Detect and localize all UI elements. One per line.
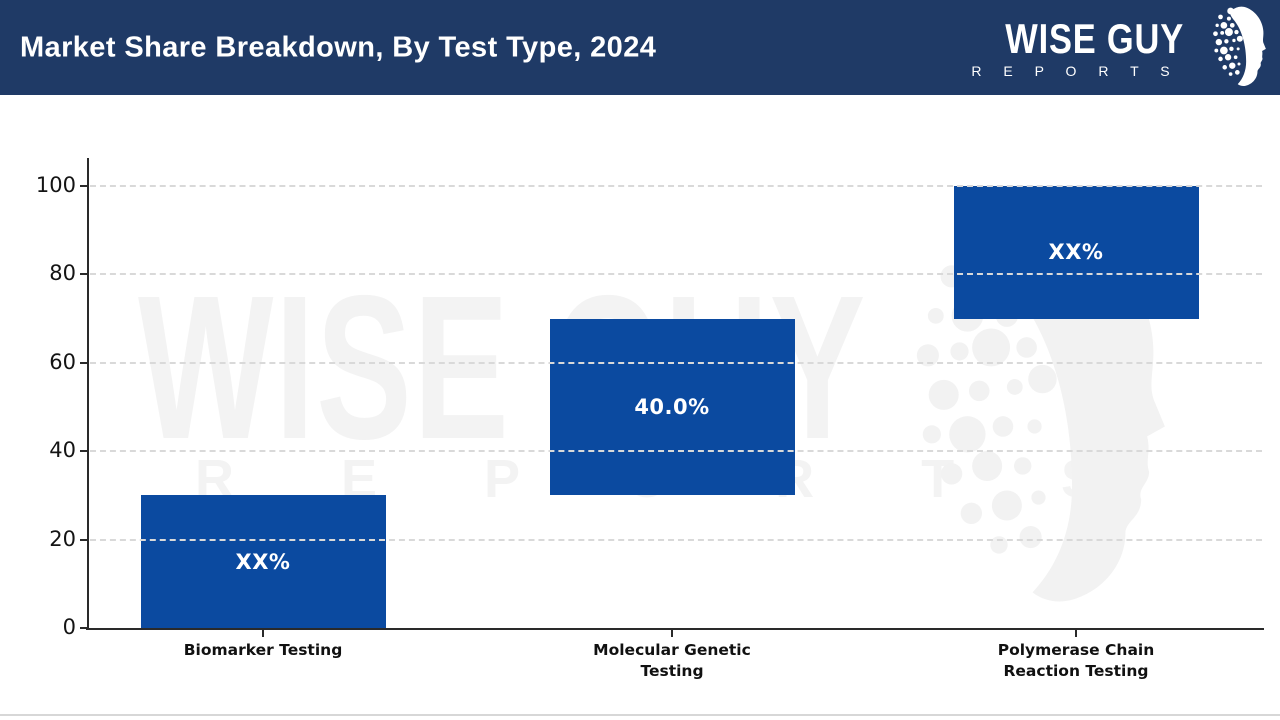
x-tick-mark	[1075, 630, 1077, 637]
y-tick-mark	[80, 361, 87, 364]
bar-segment: XX%	[140, 495, 386, 628]
x-category-label: Biomarker Testing	[183, 641, 343, 659]
y-tick-mark	[80, 538, 87, 541]
plot-area: 0 20 40 60 80 100 XX% Biomarker Testing 40.0% Mol…	[0, 95, 1280, 720]
x-tick-mark	[262, 630, 264, 637]
wise-guy-reports-logo: WISE GUY R E P O R T S	[971, 0, 1272, 95]
x-category-label: Polymerase Chain Reaction Testing	[997, 641, 1155, 680]
y-tick-mark	[80, 627, 87, 629]
gridline	[90, 538, 1262, 541]
bar-value-label: XX%	[1048, 240, 1104, 265]
gridline	[90, 185, 1262, 187]
y-tick-label: 80	[49, 261, 76, 286]
y-tick-mark	[80, 273, 87, 276]
x-axis-line	[86, 628, 1264, 630]
y-tick-label: 0	[62, 615, 76, 639]
x-tick-mark	[671, 630, 673, 637]
x-category-label: Molecular Genetic Testing	[593, 641, 751, 680]
bar-segment: XX%	[953, 186, 1199, 319]
header-band: Market Share Breakdown, By Test Type, 20…	[0, 0, 1280, 95]
chart-title: Market Share Breakdown, By Test Type, 20…	[20, 31, 657, 63]
logo-text: WISE GUY R E P O R T S	[966, 15, 1184, 80]
logo-subtitle: R E P O R T S	[971, 63, 1179, 79]
bar-value-label: 40.0%	[634, 394, 710, 419]
logo-wordmark: WISE GUY	[1005, 15, 1184, 62]
bar-value-label: XX%	[235, 549, 291, 574]
bar-segment: 40.0%	[549, 318, 795, 496]
y-tick-label: 20	[49, 526, 76, 551]
y-tick-label: 100	[35, 173, 76, 197]
y-tick-mark	[80, 450, 87, 453]
gridline	[90, 361, 1262, 364]
gridline	[90, 450, 1262, 453]
y-axis-line	[87, 158, 89, 629]
footer-divider	[0, 714, 1280, 716]
dotted-head-icon	[1213, 6, 1266, 87]
y-tick-label: 40	[49, 438, 76, 463]
y-tick-label: 60	[49, 349, 76, 374]
y-tick-mark	[80, 185, 87, 187]
gridline	[90, 273, 1262, 276]
